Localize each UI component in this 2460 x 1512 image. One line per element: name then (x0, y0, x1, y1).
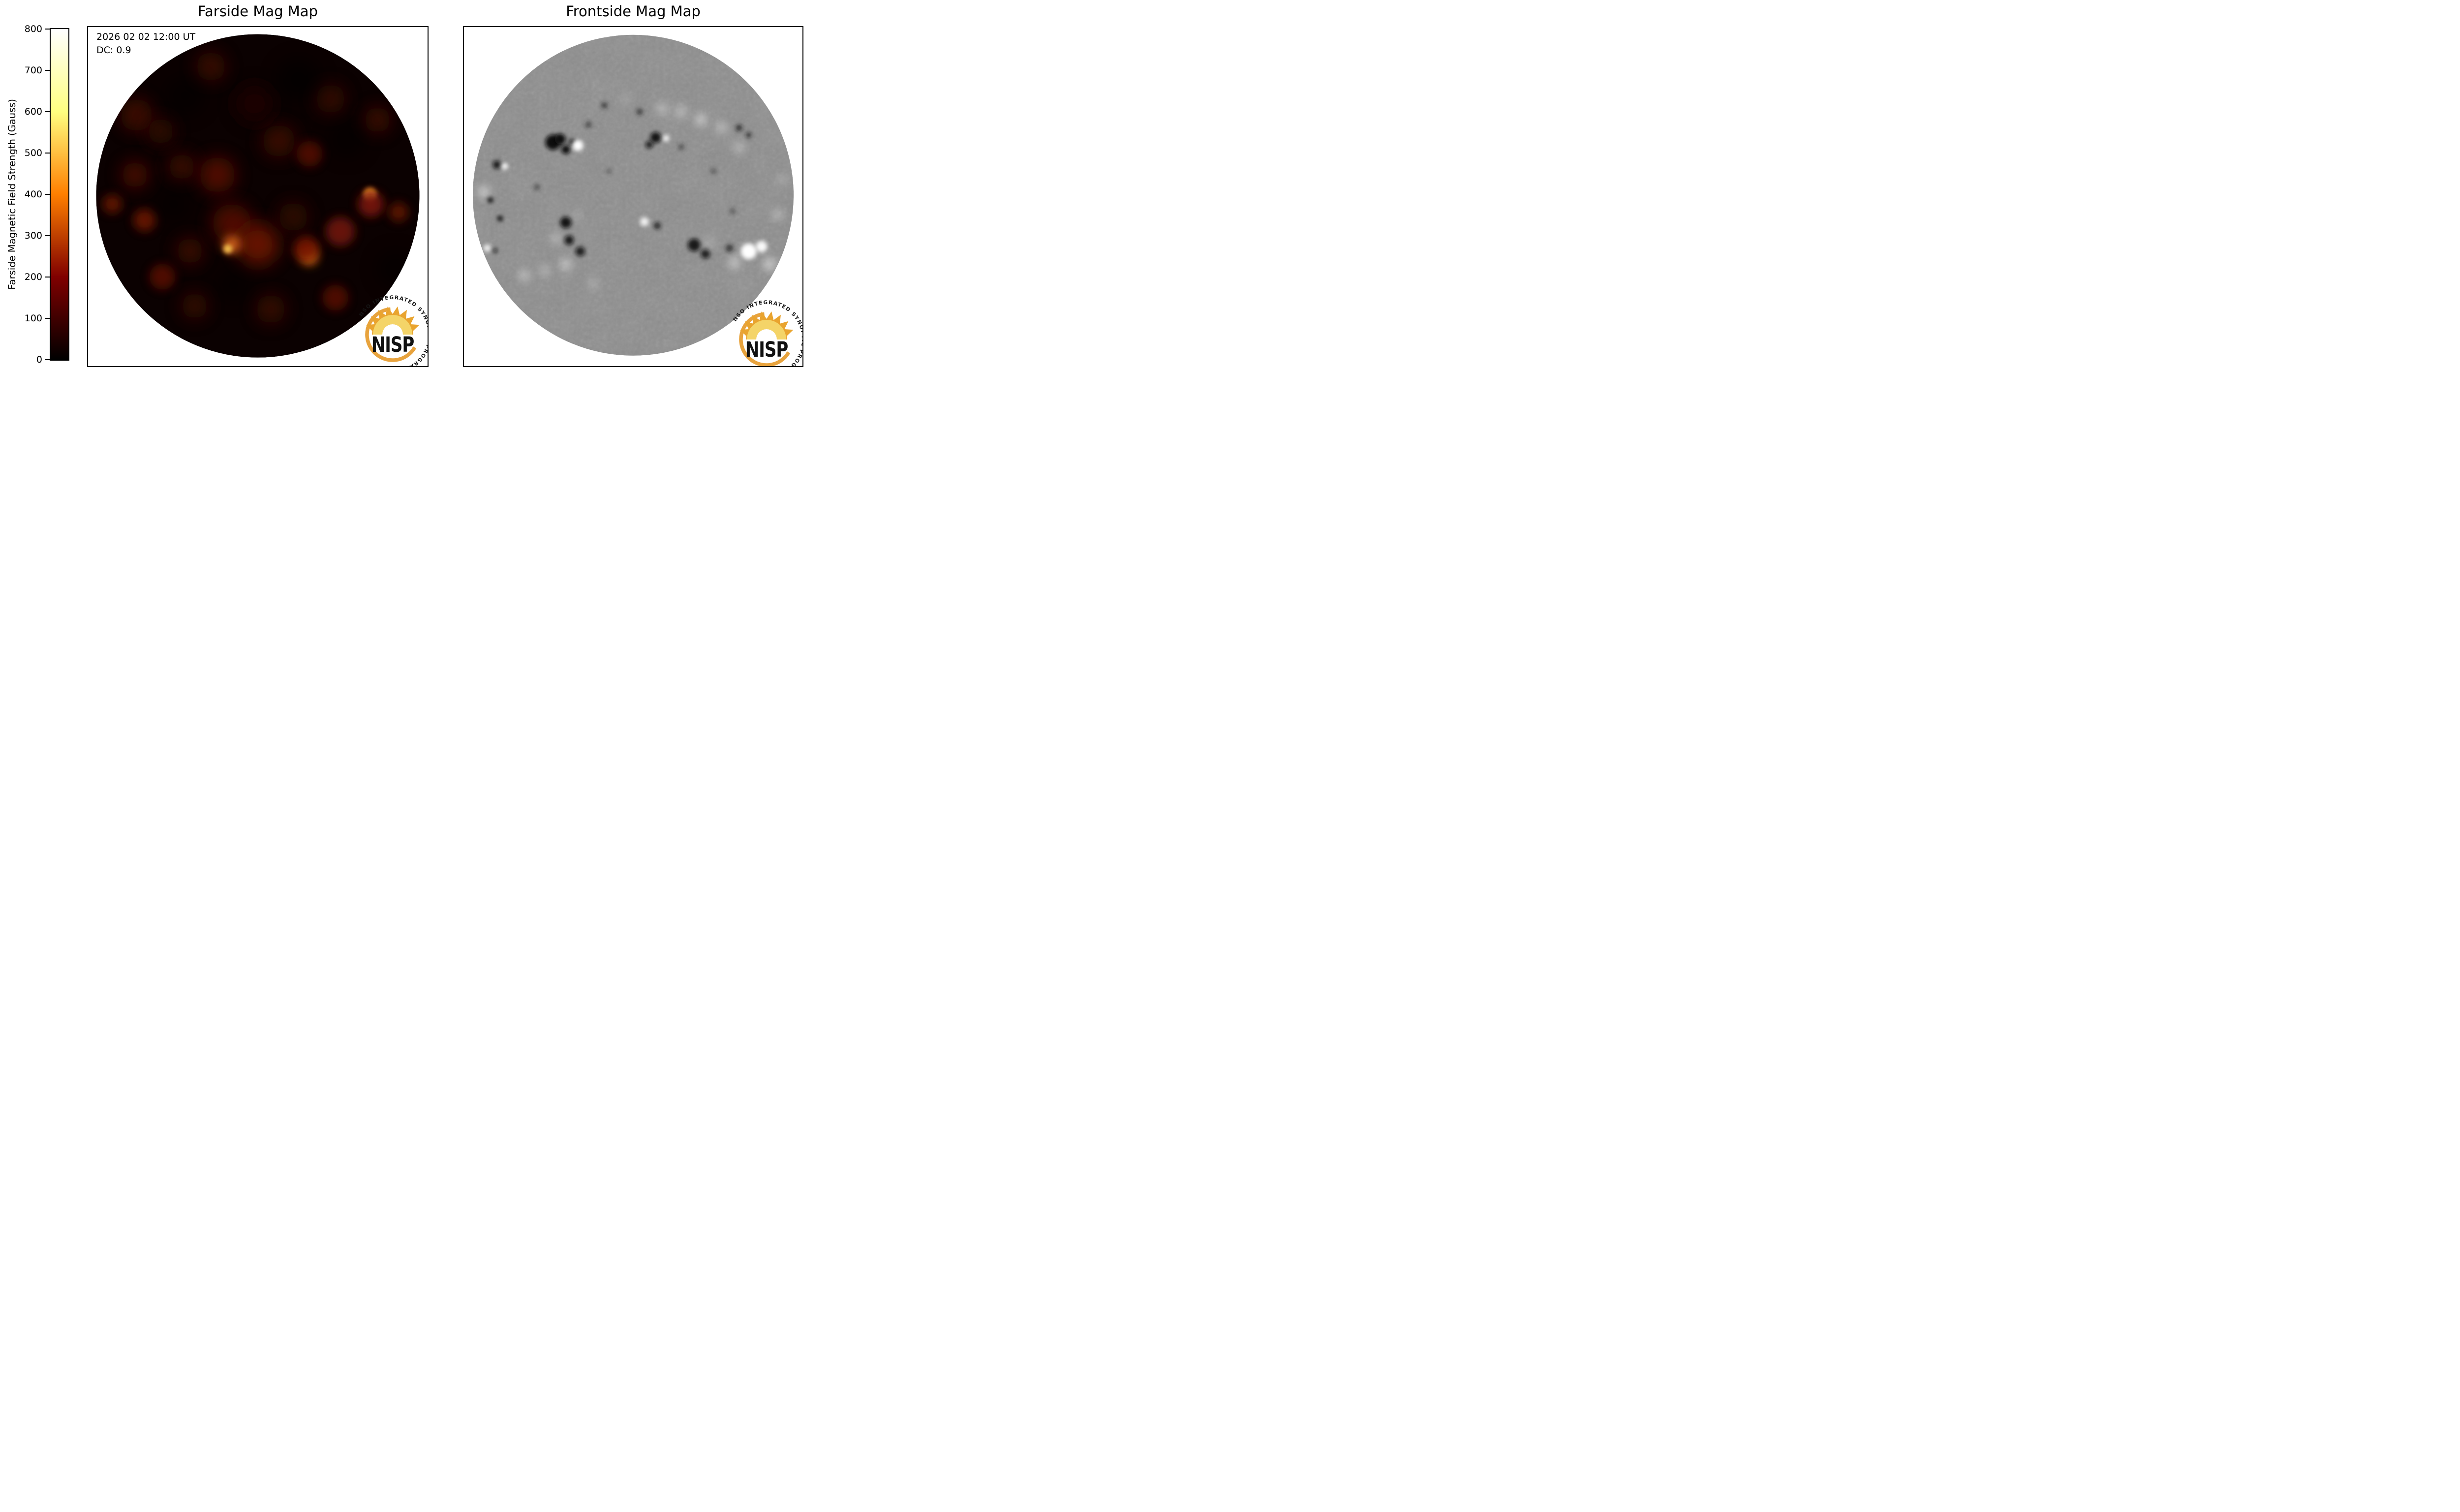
colorbar-tick-mark (45, 111, 50, 113)
colorbar: 0 100 200 300 400 500 600 700 800 (25, 24, 69, 365)
farside-title: Farside Mag Map (198, 3, 318, 20)
colorbar-gradient (51, 29, 68, 360)
logo-ring-arc (739, 312, 791, 366)
logo-sun-core (756, 329, 777, 339)
annotation-datetime: 2026 02 02 12:00 UT (96, 31, 196, 42)
farside-feature-blobs (102, 52, 413, 324)
colorbar-tick-label: 600 (24, 106, 42, 117)
colorbar-tick-label: 700 (24, 65, 42, 76)
nisp-logo: NISP NSO INTEGRATED SYNOPTIC PROGRAM (346, 288, 428, 366)
colorbar-tick-label: 300 (24, 230, 42, 241)
colorbar-tick-label: 800 (24, 24, 42, 34)
farside-panel: 2026 02 02 12:00 UT DC: 0.9 NISP NSO INT… (87, 26, 429, 367)
frontside-title: Frontside Mag Map (566, 3, 701, 20)
logo-sun-arch (747, 320, 786, 339)
farside-annotation: 2026 02 02 12:00 UT DC: 0.9 (96, 31, 195, 57)
frontside-grain-texture (472, 34, 794, 356)
colorbar-tick-label: 200 (24, 272, 42, 282)
logo-ring-arc (365, 307, 417, 362)
colorbar-tick-mark (45, 70, 50, 71)
logo-sun-core (382, 324, 403, 335)
figure-canvas: Farside Magnetic Field Strength (Gauss) … (0, 0, 814, 378)
colorbar-tick-mark (45, 318, 50, 319)
frontside-disk (472, 34, 794, 356)
colorbar-tick-mark (45, 235, 50, 237)
farside-disk-base (96, 34, 420, 358)
colorbar-tick-mark (45, 153, 50, 154)
logo-sun-arch (373, 315, 412, 335)
colorbar-tick-mark (45, 29, 50, 30)
farside-disk (96, 34, 420, 358)
logo-nisp-text: NISP (745, 338, 788, 362)
nisp-logo: NISP NSO INTEGRATED SYNOPTIC PROGRAM (720, 293, 802, 366)
colorbar-tick-label: 500 (24, 148, 42, 158)
nisp-logo-graphic: NISP NSO INTEGRATED SYNOPTIC PROGRAM (722, 295, 802, 366)
colorbar-tick-mark (45, 277, 50, 278)
colorbar-tick-mark (45, 359, 50, 361)
frontside-panel: NISP NSO INTEGRATED SYNOPTIC PROGRAM (463, 26, 803, 367)
nisp-logo-graphic: NISP NSO INTEGRATED SYNOPTIC PROGRAM (348, 290, 428, 366)
colorbar-tick-label: 400 (24, 189, 42, 200)
colorbar-tick-label: 100 (24, 313, 42, 324)
annotation-dc: DC: 0.9 (96, 45, 131, 56)
colorbar-tick-label: 0 (36, 354, 42, 365)
colorbar-tick-mark (45, 194, 50, 195)
frontside-feature-blobs (479, 95, 786, 287)
logo-nisp-text: NISP (371, 333, 414, 357)
